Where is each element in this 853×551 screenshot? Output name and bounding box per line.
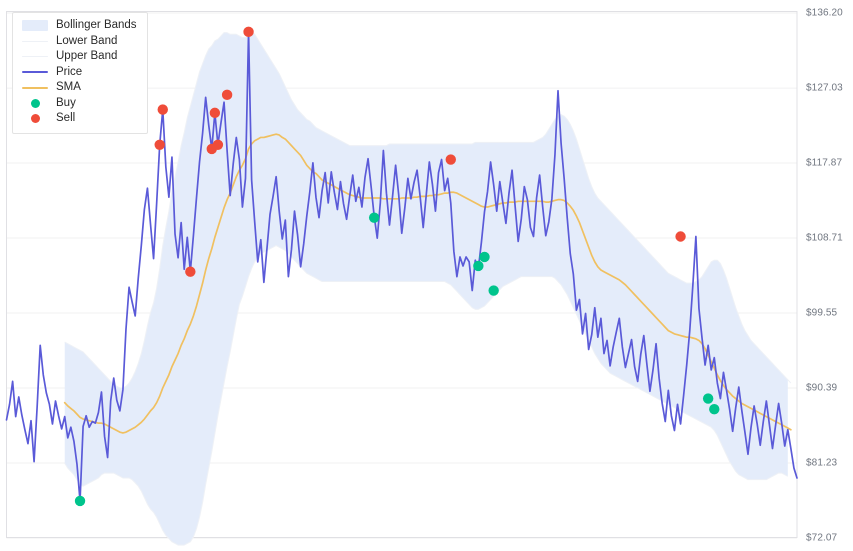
sell-marker[interactable]	[243, 26, 254, 38]
legend-item-upper-band[interactable]: Upper Band	[20, 49, 137, 65]
y-tick-label: $99.55	[806, 307, 838, 319]
legend-item-label: Buy	[56, 96, 76, 109]
legend-item-sell[interactable]: Sell	[20, 111, 137, 127]
legend-item-price[interactable]: Price	[20, 65, 137, 81]
legend-swatch	[20, 111, 50, 127]
y-tick-label: $72.07	[806, 532, 838, 544]
price-line-swatch	[22, 71, 48, 74]
price-path	[5, 30, 798, 502]
bollinger-band-fill	[64, 31, 788, 546]
legend-swatch	[20, 96, 50, 112]
legend-swatch	[20, 49, 50, 65]
bollinger-band-area	[64, 31, 788, 546]
legend-item-buy[interactable]: Buy	[20, 96, 137, 112]
legend-item-lower-band[interactable]: Lower Band	[20, 34, 137, 50]
sell-marker[interactable]	[185, 266, 196, 277]
plot-frame	[6, 11, 798, 538]
sell-marker[interactable]	[675, 231, 686, 242]
sell-marker[interactable]	[209, 107, 221, 119]
y-tick-label: $117.87	[806, 157, 843, 169]
legend-swatch	[20, 18, 50, 34]
sma-path	[63, 133, 792, 434]
legend-item-bollinger-bands[interactable]: Bollinger Bands	[20, 18, 137, 34]
sell-marker[interactable]	[221, 89, 233, 101]
legend-item-label: Price	[56, 65, 83, 78]
sma-line	[63, 133, 792, 434]
sma-line-swatch	[22, 86, 48, 89]
bollinger-band-swatch	[22, 20, 48, 32]
sell-markers	[154, 26, 686, 277]
legend-item-label: Bollinger Bands	[56, 19, 137, 31]
legend-item-sma[interactable]: SMA	[20, 80, 137, 96]
sell-marker[interactable]	[445, 154, 456, 165]
upper-band-path	[64, 30, 792, 389]
sell-dot-swatch	[30, 114, 40, 124]
y-tick-label: $136.20	[806, 7, 843, 19]
buy-dot-swatch	[30, 98, 40, 108]
legend-swatch	[20, 80, 50, 96]
buy-marker[interactable]	[473, 260, 484, 272]
sell-marker[interactable]	[154, 139, 165, 150]
y-tick-label: $108.71	[806, 232, 843, 244]
chart-legend: Bollinger Bands Lower Band Upper Band Price…	[12, 12, 148, 134]
y-tick-label: $127.03	[806, 82, 843, 94]
legend-item-label: Sell	[56, 112, 76, 124]
legend-item-label: Lower Band	[56, 34, 118, 47]
legend-swatch	[20, 65, 50, 81]
plot-border	[6, 11, 798, 538]
y-tick-label: $81.23	[806, 457, 838, 469]
legend-item-label: SMA	[56, 81, 81, 93]
band-line-swatch	[22, 56, 48, 58]
sell-marker[interactable]	[212, 139, 224, 150]
buy-markers	[74, 212, 720, 507]
buy-marker[interactable]	[702, 393, 714, 404]
buy-marker[interactable]	[479, 251, 490, 263]
price-line	[5, 30, 798, 502]
buy-marker[interactable]	[74, 495, 86, 507]
legend-swatch	[20, 34, 50, 50]
buy-marker[interactable]	[368, 212, 380, 223]
sell-marker[interactable]	[157, 104, 168, 115]
upper-band-line	[64, 30, 792, 389]
y-tick-label: $90.39	[806, 382, 838, 394]
legend-item-label: Upper Band	[56, 50, 118, 62]
buy-marker[interactable]	[488, 285, 499, 296]
band-line-swatch	[22, 40, 48, 42]
buy-marker[interactable]	[709, 404, 720, 415]
